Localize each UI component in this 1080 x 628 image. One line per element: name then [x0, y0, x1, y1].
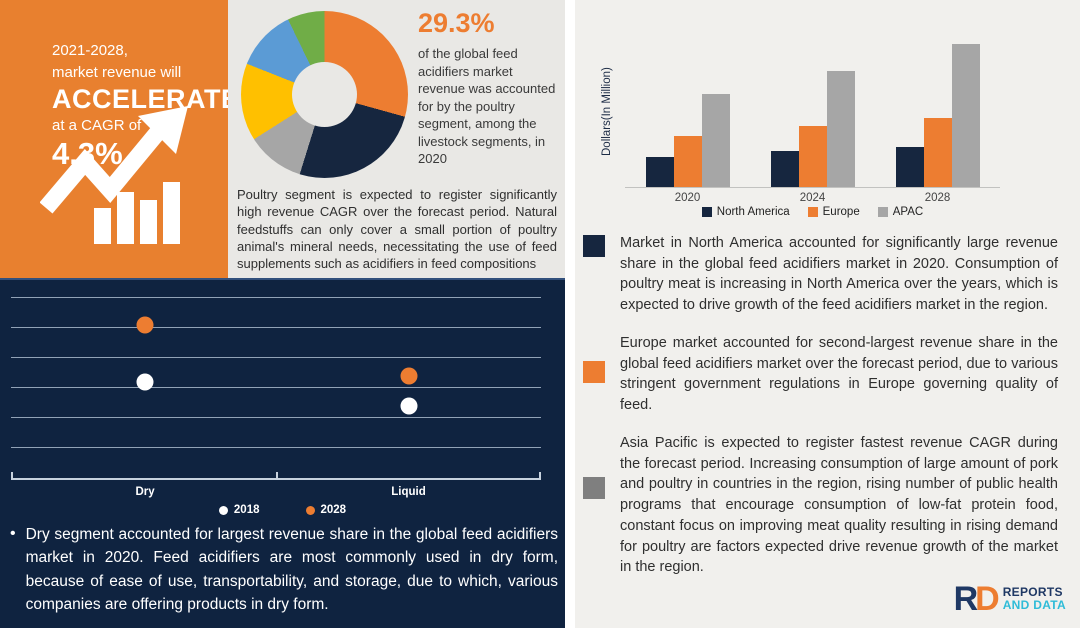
cagr-of-text: at a CAGR of	[52, 116, 142, 134]
bar-group-2024	[750, 37, 875, 187]
logo-reports-text: REPORTS	[1002, 584, 1063, 599]
period-text: 2021-2028,	[52, 42, 128, 59]
bar-chart-legend: North America Europe APAC	[605, 206, 1020, 218]
dot-plot-area	[11, 283, 541, 478]
dot-plot-axis	[11, 472, 541, 480]
dot-2028-dry	[136, 316, 154, 334]
legend-apac-label: APAC	[892, 206, 924, 218]
region-bullet-asia-pacific: Asia Pacific is expected to register fas…	[575, 433, 1080, 578]
bar-europe-2028	[923, 118, 952, 187]
dot-2018-dry	[136, 373, 154, 391]
europe-paragraph: Europe market accounted for second-large…	[620, 334, 1058, 414]
growth-arrow-icon	[40, 106, 188, 244]
bar-group-2020	[625, 37, 750, 187]
bar-europe-2020	[673, 135, 702, 187]
dot-2018-liquid	[400, 397, 417, 415]
north-america-swatch	[701, 207, 712, 217]
bar-apac-2024	[826, 71, 855, 187]
legend-north-america-label: North America	[716, 206, 790, 218]
bar-north-america-2024	[770, 151, 799, 187]
revenue-will-text: market revenue will	[52, 63, 182, 81]
dot-plot-gridline	[11, 387, 541, 388]
bar-group-2028	[875, 37, 1000, 187]
regional-panel: Dollars(In Million) 2020 2024 2028 North…	[575, 0, 1080, 628]
accelerate-text: ACCELERATE	[52, 83, 240, 114]
legend-2018-label: 2018	[233, 504, 260, 516]
poultry-share-block: 29.3% of the global feed acidifiers mark…	[418, 8, 556, 168]
form-segment-panel: Dry Liquid 2018 2028 • Dry segment accou…	[0, 278, 565, 628]
bar-plot-area	[625, 37, 1000, 188]
asia-pacific-paragraph: Asia Pacific is expected to register fas…	[620, 434, 1058, 576]
logo-and-data-text: AND DATA	[1002, 598, 1066, 612]
bar-apac-2028	[951, 44, 980, 187]
dry-segment-bullet: • Dry segment accounted for largest reve…	[8, 523, 558, 616]
europe-marker	[583, 360, 605, 383]
category-dry-label: Dry	[135, 486, 155, 498]
poultry-paragraph: Poultry segment is expected to register …	[237, 187, 557, 272]
legend-item-2018: 2018	[218, 504, 260, 516]
legend-2028-label: 2028	[320, 504, 347, 516]
axis-tick	[11, 472, 13, 478]
poultry-share-value: 29.3%	[418, 8, 495, 38]
region-bullet-list: Market in North America accounted for si…	[575, 233, 1080, 595]
dot-plot-legend: 2018 2028	[0, 504, 565, 516]
legend-item-apac: APAC	[877, 206, 924, 218]
bar-north-america-2020	[645, 157, 674, 187]
legend-2018-dot	[218, 505, 228, 515]
poultry-share-caption: of the global feed acidifiers market rev…	[418, 46, 556, 167]
legend-2028-dot	[305, 505, 315, 515]
bar-north-america-2028	[895, 147, 924, 187]
xlabel-2024: 2024	[799, 192, 826, 204]
bar-chart-ylabel: Dollars(In Million)	[601, 67, 613, 157]
axis-tick	[539, 472, 541, 478]
dot-plot-gridline	[11, 447, 541, 448]
xlabel-2028: 2028	[924, 192, 951, 204]
poultry-panel: 29.3% of the global feed acidifiers mark…	[228, 0, 565, 278]
dot-2028-liquid	[400, 367, 417, 385]
region-bullet-north-america: Market in North America accounted for si…	[575, 233, 1080, 316]
legend-item-2028: 2028	[305, 504, 347, 516]
category-liquid-label: Liquid	[391, 486, 426, 498]
logo-wordmark: REPORTS AND DATA	[1002, 584, 1066, 612]
dot-plot-categories: Dry Liquid	[11, 486, 541, 500]
region-bullet-europe: Europe market accounted for second-large…	[575, 333, 1080, 416]
dot-plot-gridline	[11, 357, 541, 358]
north-america-marker	[583, 235, 605, 257]
bar-europe-2024	[798, 125, 827, 187]
dot-plot-gridline	[11, 417, 541, 418]
europe-swatch	[807, 207, 818, 217]
apac-swatch	[877, 207, 888, 217]
axis-tick	[276, 472, 278, 478]
legend-europe-label: Europe	[822, 206, 860, 218]
rd-logo-icon: RD	[953, 580, 1000, 618]
asia-pacific-marker	[583, 476, 605, 499]
reports-and-data-logo: RD REPORTS AND DATA	[954, 582, 1066, 616]
xlabel-2020: 2020	[674, 192, 701, 204]
bar-apac-2020	[701, 94, 730, 187]
dot-plot-gridline	[11, 297, 541, 298]
dry-segment-paragraph: Dry segment accounted for largest revenu…	[25, 526, 558, 613]
legend-item-north-america: North America	[701, 206, 790, 218]
donut-hole	[292, 62, 357, 127]
donut-chart	[241, 11, 408, 178]
legend-item-europe: Europe	[807, 206, 860, 218]
dot-plot-gridline	[11, 327, 541, 328]
north-america-paragraph: Market in North America accounted for si…	[620, 235, 1058, 314]
bullet-marker: •	[10, 525, 16, 542]
bar-chart-xlabels: 2020 2024 2028	[625, 192, 1000, 204]
cagr-panel: 2021-2028, market revenue will ACCELERAT…	[0, 0, 239, 278]
